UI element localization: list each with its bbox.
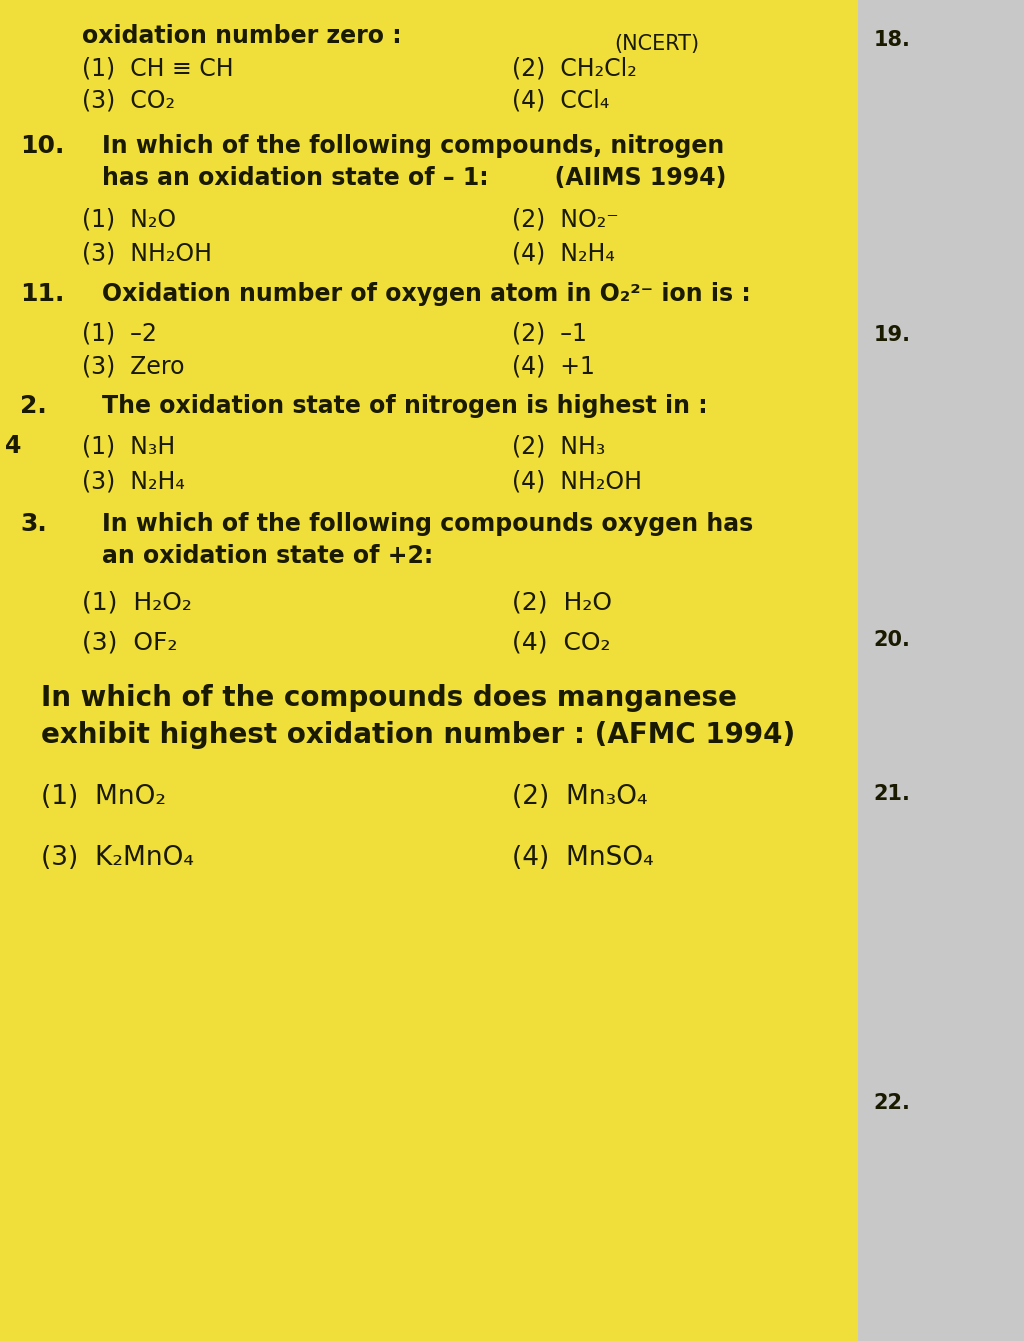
FancyBboxPatch shape: [858, 0, 1024, 1341]
Text: In which of the following compounds oxygen has
an oxidation state of +2:: In which of the following compounds oxyg…: [102, 512, 754, 567]
Text: The oxidation state of nitrogen is highest in :: The oxidation state of nitrogen is highe…: [102, 394, 708, 418]
Text: (2)  H₂O: (2) H₂O: [512, 590, 612, 614]
Text: (3)  OF₂: (3) OF₂: [82, 630, 177, 654]
Text: (2)  CH₂Cl₂: (2) CH₂Cl₂: [512, 56, 637, 80]
Text: 4: 4: [5, 434, 22, 459]
Text: 2.: 2.: [20, 394, 47, 418]
Text: (1)  MnO₂: (1) MnO₂: [41, 784, 166, 810]
Text: 20.: 20.: [873, 630, 910, 650]
Text: (2)  Mn₃O₄: (2) Mn₃O₄: [512, 784, 647, 810]
Text: (1)  –2: (1) –2: [82, 322, 157, 346]
Text: (2)  NO₂⁻: (2) NO₂⁻: [512, 208, 618, 232]
Text: (3)  CO₂: (3) CO₂: [82, 89, 175, 113]
Text: (4)  CCl₄: (4) CCl₄: [512, 89, 609, 113]
Text: 21.: 21.: [873, 784, 910, 805]
Text: (1)  N₃H: (1) N₃H: [82, 434, 175, 459]
Text: (3)  NH₂OH: (3) NH₂OH: [82, 241, 212, 266]
Text: (1)  N₂O: (1) N₂O: [82, 208, 176, 232]
Text: (4)  +1: (4) +1: [512, 354, 595, 378]
Text: (2)  NH₃: (2) NH₃: [512, 434, 605, 459]
Text: (NCERT): (NCERT): [614, 34, 699, 54]
Text: 19.: 19.: [873, 325, 910, 345]
Text: Oxidation number of oxygen atom in O₂²⁻ ion is :: Oxidation number of oxygen atom in O₂²⁻ …: [102, 282, 752, 306]
Text: (4)  MnSO₄: (4) MnSO₄: [512, 845, 653, 870]
Text: 11.: 11.: [20, 282, 65, 306]
Text: 3.: 3.: [20, 512, 47, 536]
Text: (1)  CH ≡ CH: (1) CH ≡ CH: [82, 56, 233, 80]
Text: 22.: 22.: [873, 1093, 910, 1113]
Text: (3)  N₂H₄: (3) N₂H₄: [82, 469, 184, 493]
Text: (3)  Zero: (3) Zero: [82, 354, 184, 378]
Text: In which of the following compounds, nitrogen
has an oxidation state of – 1:    : In which of the following compounds, nit…: [102, 134, 727, 189]
Text: 10.: 10.: [20, 134, 65, 158]
Text: (2)  –1: (2) –1: [512, 322, 587, 346]
Text: (4)  N₂H₄: (4) N₂H₄: [512, 241, 614, 266]
Text: 18.: 18.: [873, 30, 910, 50]
Text: (4)  CO₂: (4) CO₂: [512, 630, 610, 654]
Text: (3)  K₂MnO₄: (3) K₂MnO₄: [41, 845, 194, 870]
Text: oxidation number zero :: oxidation number zero :: [82, 24, 401, 48]
Text: In which of the compounds does manganese
exhibit highest oxidation number : (AFM: In which of the compounds does manganese…: [41, 684, 796, 748]
Text: (4)  NH₂OH: (4) NH₂OH: [512, 469, 642, 493]
Text: (1)  H₂O₂: (1) H₂O₂: [82, 590, 191, 614]
